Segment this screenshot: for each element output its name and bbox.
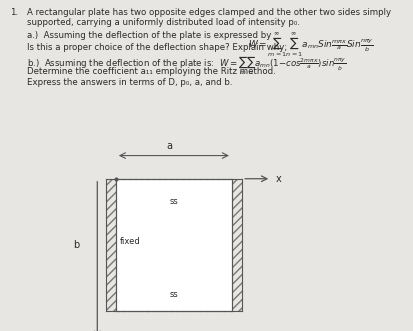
Text: supported, carrying a uniformly distributed load of intensity p₀.: supported, carrying a uniformly distribu… [27, 18, 299, 27]
Bar [105, 179, 116, 311]
Text: b: b [73, 240, 80, 250]
Text: A rectangular plate has two opposite edges clamped and the other two sides simpl: A rectangular plate has two opposite edg… [27, 8, 390, 17]
Text: $W{=}\sum_{m=1}^{\infty}\sum_{n=1}^{\infty}a_{mn}Sin\frac{m\pi x}{a}Sin\frac{n\p: $W{=}\sum_{m=1}^{\infty}\sum_{n=1}^{\inf… [248, 30, 373, 59]
Text: Express the answers in terms of D, p₀, a, and b.: Express the answers in terms of D, p₀, a… [27, 78, 232, 87]
Text: ss: ss [169, 197, 178, 207]
Text: a.)  Assuming the deflection of the plate is expressed by: a.) Assuming the deflection of the plate… [27, 31, 271, 40]
Text: ss: ss [169, 290, 178, 299]
Bar [116, 179, 231, 311]
Bar [231, 179, 242, 311]
Text: Determine the coefficient a₁₁ employing the Ritz method.: Determine the coefficient a₁₁ employing … [27, 67, 275, 76]
Text: 1.: 1. [10, 8, 19, 17]
Text: Is this a proper choice of the deflection shape? Explain why;: Is this a proper choice of the deflectio… [27, 43, 287, 52]
Text: a: a [166, 141, 172, 151]
Text: x: x [275, 174, 280, 184]
Text: fixed: fixed [120, 237, 140, 246]
Text: b.)  Assuming the deflection of the plate is:  $W{=}\sum_{m}\sum_{n}a_{mn}(1{-}c: b.) Assuming the deflection of the plate… [27, 55, 346, 77]
